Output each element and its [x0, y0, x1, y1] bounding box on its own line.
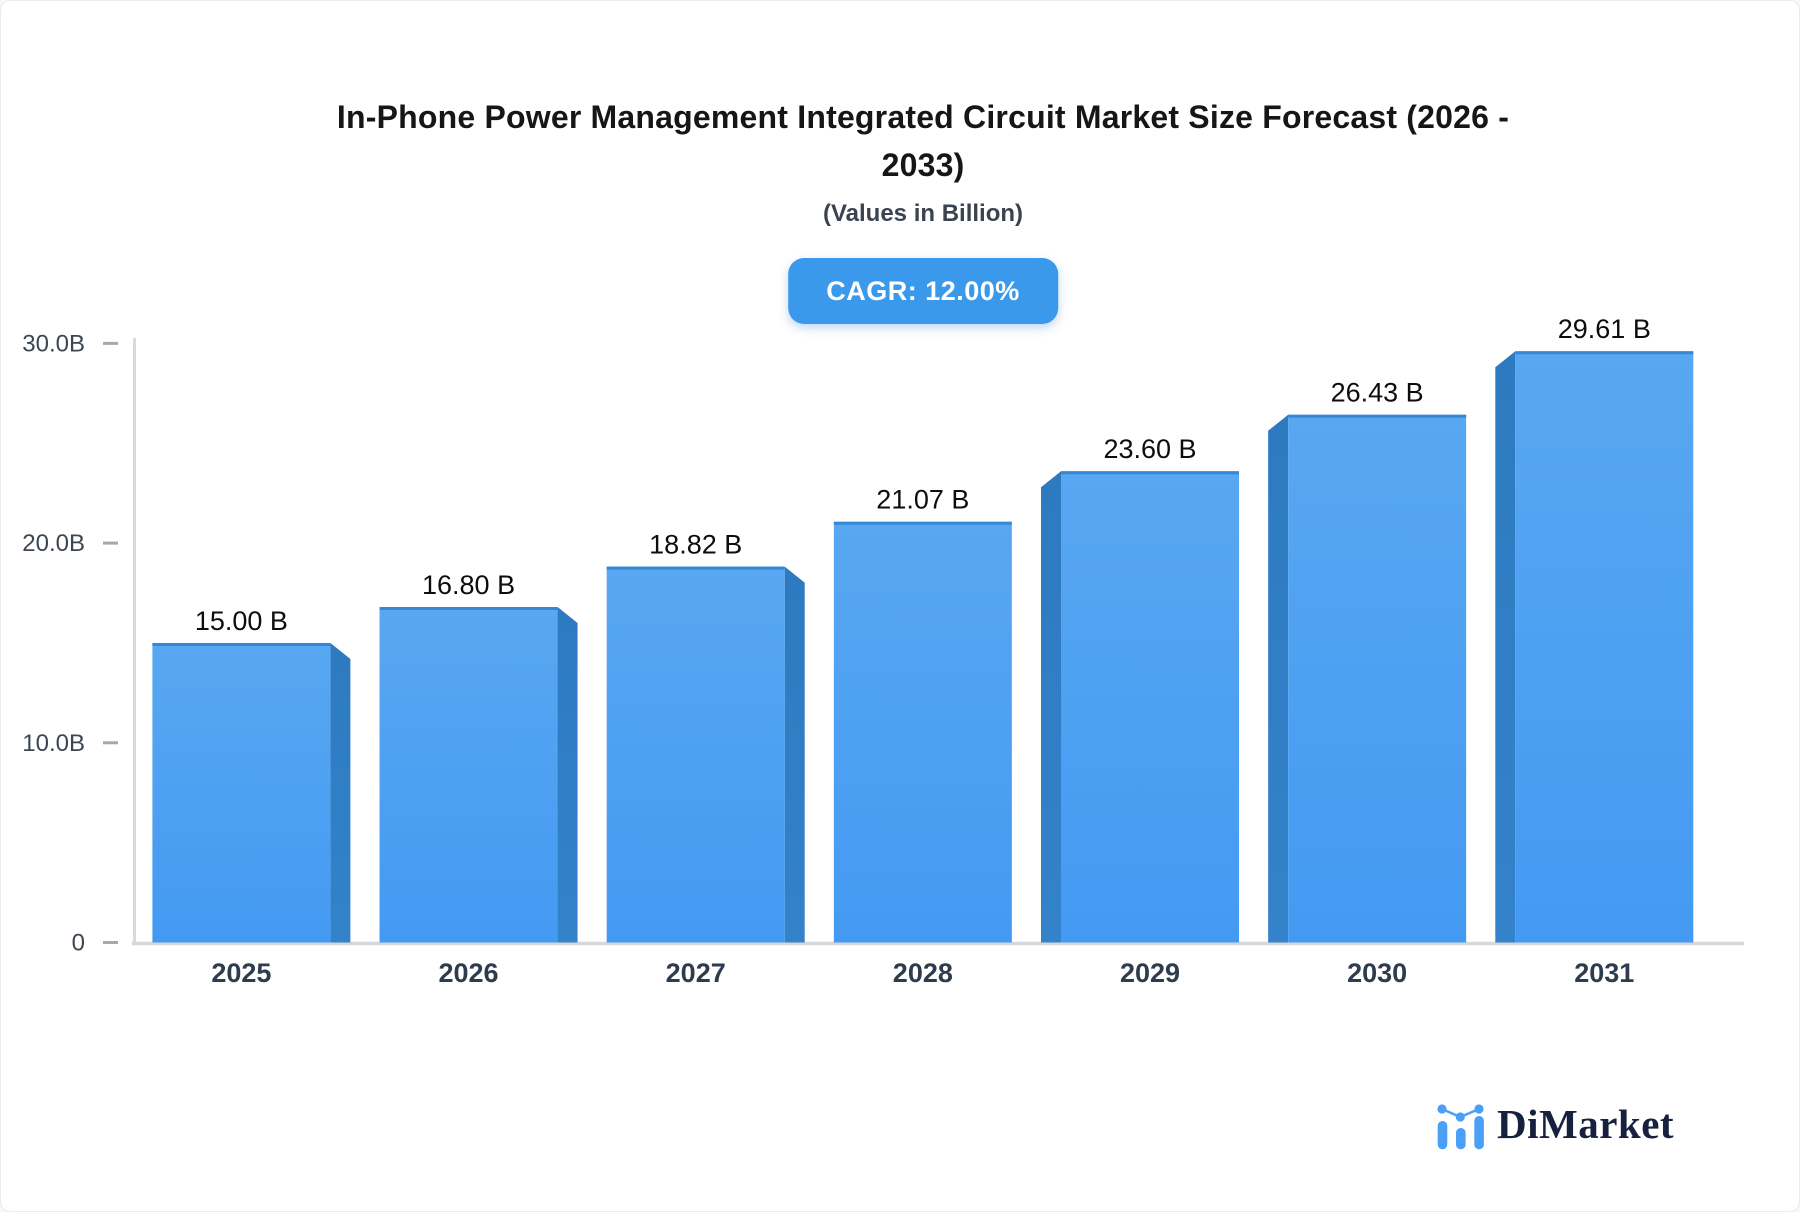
brand-icon	[1437, 1104, 1484, 1150]
chart-bars	[152, 351, 1694, 943]
bar-2026[interactable]	[379, 607, 558, 943]
logo-bar	[1456, 1128, 1466, 1150]
logo-dot	[1455, 1112, 1465, 1122]
x-axis-label: 2025	[211, 958, 271, 988]
y-axis-label: 10.0B	[22, 730, 85, 757]
bar-value-label: 29.61 B	[1558, 314, 1651, 344]
page-title-line1: In-Phone Power Management Integrated Cir…	[336, 99, 1510, 135]
page-title-line2: 2033)	[881, 147, 965, 183]
bar-2030[interactable]	[1288, 414, 1467, 943]
bar-side-2026	[557, 607, 578, 943]
brand-logo: DiMarket	[1435, 1101, 1674, 1151]
y-axis-label: 30.0B	[22, 330, 85, 357]
y-axis-label: 0	[72, 930, 85, 957]
bar-2028[interactable]	[833, 521, 1012, 943]
brand-name: DiMarket	[1497, 1101, 1675, 1147]
x-axis-label: 2029	[1120, 958, 1180, 988]
logo-dot	[1474, 1104, 1484, 1114]
bar-2031[interactable]	[1515, 351, 1694, 943]
bar-value-label: 18.82 B	[649, 530, 742, 560]
bar-value-label: 26.43 B	[1331, 378, 1424, 408]
chart-subtitle: (Values in Billion)	[822, 200, 1024, 227]
bar-side-2025	[330, 642, 351, 943]
bar-value-label: 23.60 B	[1103, 434, 1196, 464]
x-axis-label: 2030	[1347, 958, 1407, 988]
bar-side-2029	[1041, 471, 1061, 943]
logo-dot	[1437, 1104, 1447, 1114]
logo-bar	[1474, 1116, 1484, 1150]
chart-labels: 30.0B 20.0B 10.0B 0 15.00 B 2025 16.80 B 2026 18…	[22, 314, 1651, 988]
bar-2025[interactable]	[152, 642, 331, 943]
bar-2029[interactable]	[1061, 471, 1239, 943]
x-axis-label: 2026	[439, 958, 499, 988]
x-axis-label: 2031	[1574, 958, 1634, 988]
x-axis-label: 2028	[893, 958, 953, 988]
cagr-badge: CAGR: 12.00%	[788, 258, 1058, 324]
chart-axes	[103, 338, 1744, 946]
page-title: In-Phone Power Management Integrated Cir…	[45, 93, 1799, 189]
bar-value-label: 21.07 B	[876, 485, 969, 515]
bar-side-2027	[784, 566, 805, 943]
bar-value-label: 15.00 B	[195, 606, 288, 636]
x-axis-label: 2027	[666, 958, 726, 988]
y-axis-label: 20.0B	[22, 530, 85, 557]
bar-side-2030	[1268, 414, 1289, 943]
bar-side-2031	[1495, 351, 1516, 943]
bar-value-label: 16.80 B	[422, 570, 515, 600]
bar-2027[interactable]	[606, 566, 785, 943]
logo-bar	[1437, 1121, 1448, 1150]
